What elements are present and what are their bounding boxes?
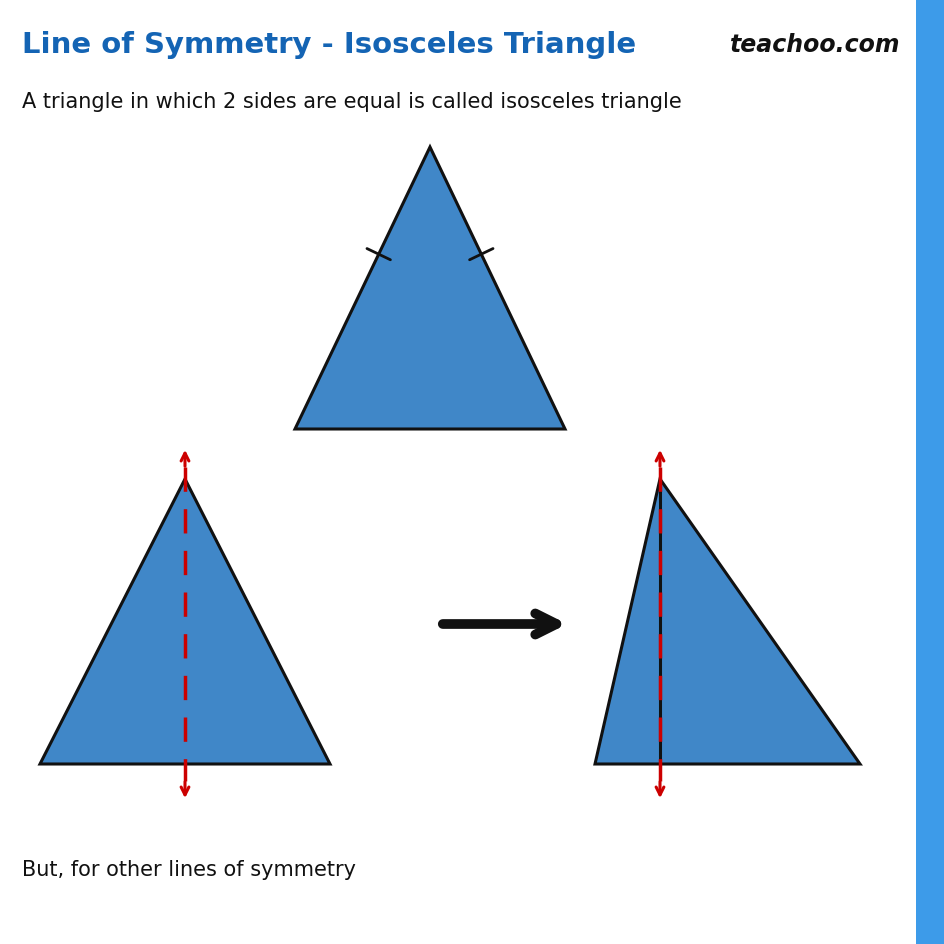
Text: Line of Symmetry - Isosceles Triangle: Line of Symmetry - Isosceles Triangle	[22, 31, 635, 59]
Text: A triangle in which 2 sides are equal is called isosceles triangle: A triangle in which 2 sides are equal is…	[22, 92, 681, 112]
Text: But, for other lines of symmetry: But, for other lines of symmetry	[22, 859, 356, 879]
Polygon shape	[295, 148, 565, 430]
Polygon shape	[40, 480, 329, 765]
Polygon shape	[595, 480, 859, 765]
Text: teachoo.com: teachoo.com	[729, 33, 899, 57]
Polygon shape	[915, 0, 944, 944]
